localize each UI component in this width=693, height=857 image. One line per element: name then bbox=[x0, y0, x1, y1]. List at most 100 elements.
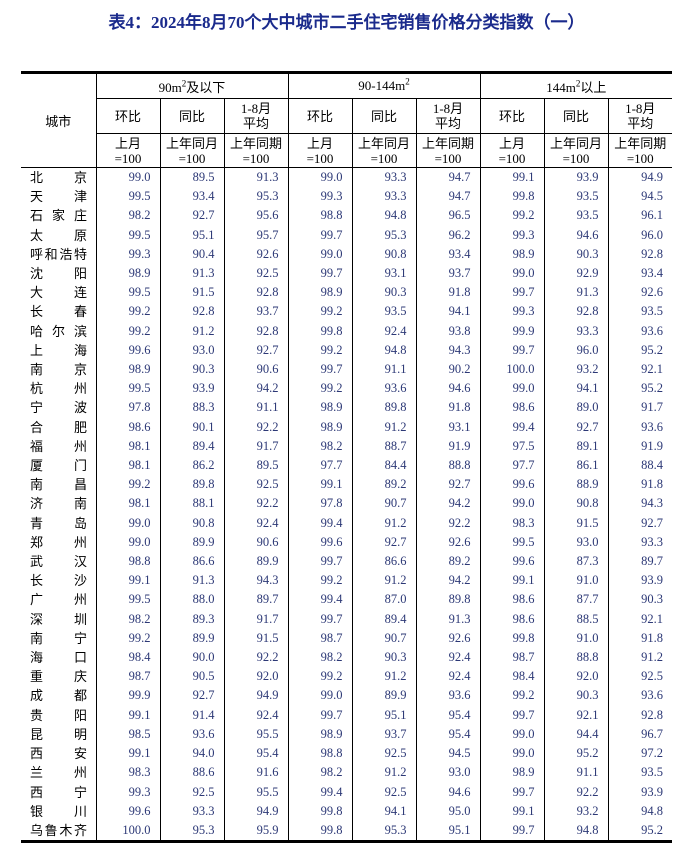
value-cell: 99.6 bbox=[95, 801, 160, 821]
value-cell: 98.8 bbox=[95, 552, 160, 572]
city-name: 宁波 bbox=[30, 400, 87, 416]
value-cell: 100.0 bbox=[479, 360, 544, 380]
value-cell: 92.1 bbox=[607, 360, 673, 380]
table-row: 银川 99.6 93.3 94.9 99.8 94.1 95.0 99.1 93… bbox=[21, 801, 673, 821]
value-cell: 89.5 bbox=[223, 456, 288, 476]
group-header-90-144: 90-144m2 bbox=[287, 72, 480, 99]
city-cell: 南昌 bbox=[21, 475, 96, 494]
value-cell: 100.0 bbox=[95, 820, 160, 842]
value-cell: 98.7 bbox=[479, 648, 544, 668]
value-cell: 99.0 bbox=[479, 494, 544, 514]
value-cell: 98.4 bbox=[95, 648, 160, 668]
city-name: 太原 bbox=[30, 227, 87, 243]
value-cell: 92.2 bbox=[223, 417, 288, 437]
price-index-table: 城市 90m2及以下 90-144m2 144m2以上 环比 同比 1-8月 平… bbox=[21, 71, 673, 844]
value-cell: 98.9 bbox=[479, 763, 544, 783]
value-cell: 88.8 bbox=[543, 648, 608, 668]
value-cell: 89.2 bbox=[415, 552, 480, 572]
table-row: 西安 99.1 94.0 95.4 98.8 92.5 94.5 99.0 95… bbox=[21, 744, 673, 764]
value-cell: 91.8 bbox=[607, 628, 673, 649]
value-cell: 93.7 bbox=[415, 264, 480, 284]
base-header-prev-month: 上月 =100 bbox=[479, 133, 544, 168]
value-cell: 89.3 bbox=[159, 609, 224, 629]
value-cell: 99.5 bbox=[95, 225, 160, 245]
value-cell: 93.3 bbox=[543, 321, 608, 341]
table-row: 福州 98.1 89.4 91.7 98.2 88.7 91.9 97.5 89… bbox=[21, 436, 673, 457]
base-header-same-period: 上年同期 =100 bbox=[415, 133, 480, 168]
value-cell: 90.8 bbox=[543, 494, 608, 514]
value-cell: 93.3 bbox=[607, 532, 673, 553]
value-cell: 91.2 bbox=[351, 571, 416, 591]
group-header-90-below: 90m2及以下 bbox=[95, 72, 288, 99]
value-cell: 95.2 bbox=[607, 820, 673, 842]
value-cell: 94.3 bbox=[415, 340, 480, 361]
value-cell: 91.6 bbox=[223, 763, 288, 783]
value-cell: 97.5 bbox=[479, 436, 544, 457]
table-row: 深圳 98.2 89.3 91.7 99.7 89.4 91.3 98.6 88… bbox=[21, 609, 673, 629]
value-cell: 99.6 bbox=[95, 340, 160, 361]
value-cell: 92.6 bbox=[415, 628, 480, 649]
city-name: 青岛 bbox=[30, 515, 87, 531]
value-cell: 99.9 bbox=[479, 321, 544, 341]
value-cell: 98.6 bbox=[95, 417, 160, 437]
value-cell: 99.8 bbox=[287, 801, 352, 821]
value-cell: 90.2 bbox=[415, 360, 480, 380]
value-cell: 95.2 bbox=[607, 340, 673, 361]
value-cell: 91.5 bbox=[223, 628, 288, 649]
value-cell: 89.4 bbox=[351, 609, 416, 629]
value-cell: 95.2 bbox=[607, 379, 673, 399]
value-cell: 99.2 bbox=[95, 628, 160, 649]
value-cell: 89.8 bbox=[351, 398, 416, 418]
city-cell: 沈阳 bbox=[21, 264, 96, 283]
value-cell: 92.6 bbox=[607, 283, 673, 303]
value-cell: 91.2 bbox=[351, 513, 416, 533]
value-cell: 95.3 bbox=[223, 187, 288, 207]
table-row: 青岛 99.0 90.8 92.4 99.4 91.2 92.2 98.3 91… bbox=[21, 513, 673, 533]
value-cell: 99.1 bbox=[95, 744, 160, 764]
city-cell: 昆明 bbox=[21, 725, 96, 744]
value-cell: 93.5 bbox=[543, 187, 608, 207]
base-header-prev-month: 上月 =100 bbox=[95, 133, 160, 168]
value-cell: 95.4 bbox=[223, 744, 288, 764]
base-header-same-period: 上年同期 =100 bbox=[223, 133, 288, 168]
value-cell: 93.3 bbox=[159, 801, 224, 821]
city-cell: 长春 bbox=[21, 302, 96, 321]
value-cell: 93.6 bbox=[415, 686, 480, 706]
value-cell: 92.8 bbox=[223, 321, 288, 341]
value-cell: 95.0 bbox=[415, 801, 480, 821]
value-cell: 91.1 bbox=[223, 398, 288, 418]
value-cell: 95.1 bbox=[415, 820, 480, 842]
value-cell: 88.7 bbox=[351, 436, 416, 457]
city-cell: 南京 bbox=[21, 360, 96, 379]
value-cell: 93.6 bbox=[351, 379, 416, 399]
value-cell: 99.5 bbox=[95, 590, 160, 610]
value-cell: 90.7 bbox=[351, 628, 416, 649]
value-cell: 93.9 bbox=[607, 782, 673, 802]
value-cell: 94.5 bbox=[415, 744, 480, 764]
city-name: 长沙 bbox=[30, 573, 87, 589]
value-cell: 90.6 bbox=[223, 360, 288, 380]
city-name: 郑州 bbox=[30, 534, 87, 550]
group-label-suffix: 以上 bbox=[580, 79, 607, 95]
value-cell: 93.1 bbox=[415, 417, 480, 437]
value-cell: 93.4 bbox=[415, 244, 480, 265]
value-cell: 98.5 bbox=[95, 724, 160, 745]
value-cell: 93.0 bbox=[415, 763, 480, 783]
city-cell: 大连 bbox=[21, 283, 96, 302]
value-cell: 96.2 bbox=[415, 225, 480, 245]
value-cell: 98.2 bbox=[95, 206, 160, 226]
city-name: 杭州 bbox=[30, 381, 87, 397]
value-cell: 92.2 bbox=[223, 494, 288, 514]
value-cell: 96.0 bbox=[607, 225, 673, 245]
page-title: 表4：2024年8月70个大中城市二手住宅销售价格分类指数（一） bbox=[108, 13, 585, 32]
value-cell: 93.6 bbox=[607, 417, 673, 437]
value-cell: 99.4 bbox=[287, 513, 352, 533]
superscript-2: 2 bbox=[181, 78, 187, 89]
value-cell: 94.5 bbox=[607, 187, 673, 207]
table-row: 南昌 99.2 89.8 92.5 99.1 89.2 92.7 99.6 88… bbox=[21, 475, 673, 495]
value-cell: 97.8 bbox=[287, 494, 352, 514]
city-cell: 石家庄 bbox=[21, 206, 96, 225]
value-cell: 91.1 bbox=[543, 763, 608, 783]
value-cell: 99.6 bbox=[479, 475, 544, 495]
value-cell: 94.2 bbox=[415, 494, 480, 514]
